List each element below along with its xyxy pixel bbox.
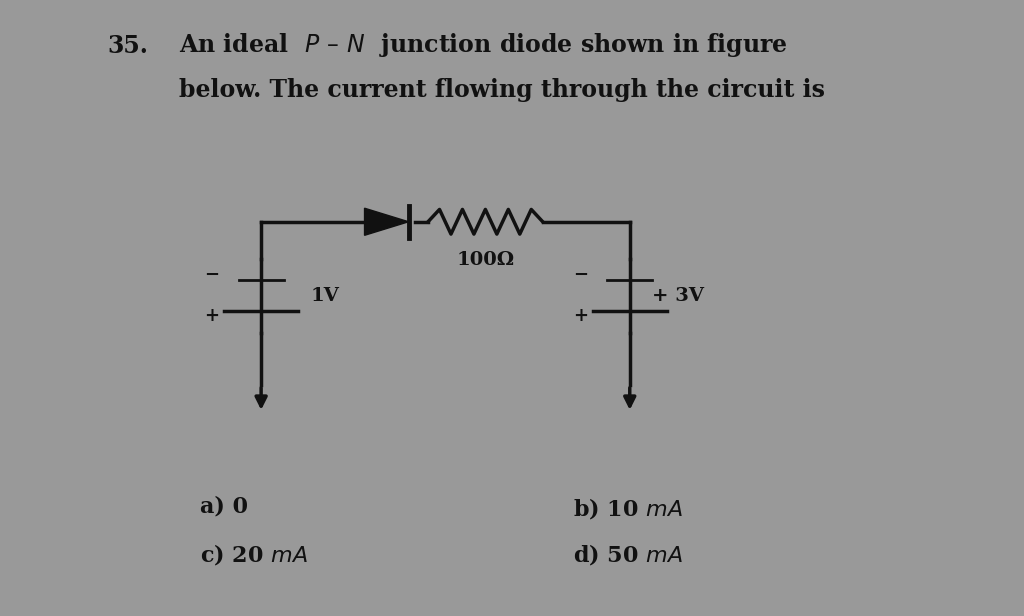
Text: 100Ω: 100Ω bbox=[457, 251, 514, 269]
Polygon shape bbox=[365, 208, 409, 235]
Text: b) 10 $mA$: b) 10 $mA$ bbox=[573, 496, 683, 521]
Text: a) 0: a) 0 bbox=[200, 496, 248, 518]
Text: below. The current flowing through the circuit is: below. The current flowing through the c… bbox=[179, 78, 825, 102]
Text: −: − bbox=[573, 266, 588, 285]
Text: An ideal  $P$ – $N$  junction diode shown in figure: An ideal $P$ – $N$ junction diode shown … bbox=[179, 31, 787, 59]
Text: d) 50 $mA$: d) 50 $mA$ bbox=[573, 542, 683, 567]
Text: 35.: 35. bbox=[108, 34, 148, 58]
Text: 1V: 1V bbox=[310, 286, 339, 305]
Text: +: + bbox=[205, 307, 219, 325]
Text: +: + bbox=[573, 307, 588, 325]
Text: −: − bbox=[205, 266, 219, 285]
Text: c) 20 $mA$: c) 20 $mA$ bbox=[200, 542, 307, 567]
Text: + 3V: + 3V bbox=[652, 286, 705, 305]
